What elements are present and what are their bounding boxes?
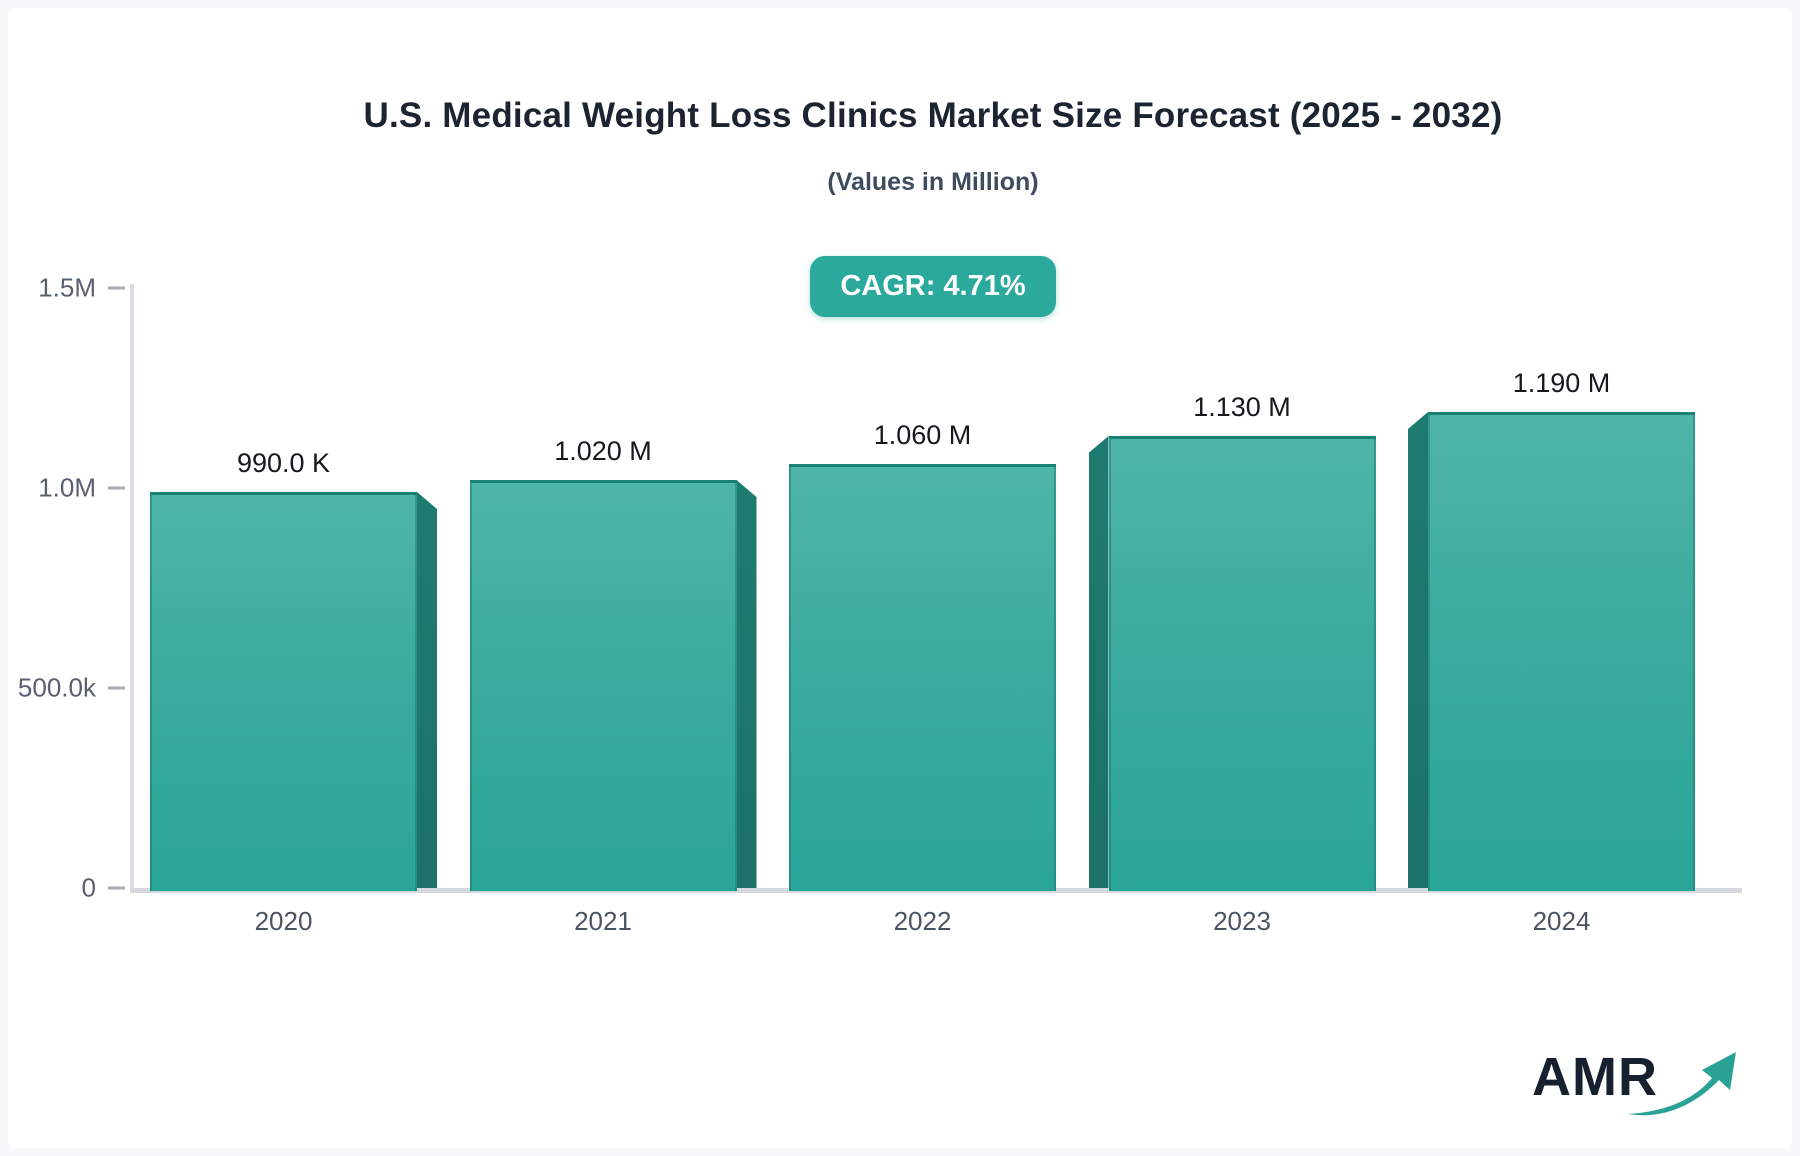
bar-chart: 1.5M 1.0M 500.0k 0 990.0 K 2020 1.020 M 2021 1.0… <box>8 8 1792 1148</box>
x-axis-category-label: 2024 <box>1532 906 1591 936</box>
y-axis-tick-mark <box>108 286 125 290</box>
bar-value-label: 990.0 K <box>236 448 331 478</box>
y-axis-tick-label: 0 <box>81 872 96 903</box>
y-axis-tick-mark <box>108 886 125 890</box>
bar-3d-side <box>417 492 437 888</box>
y-axis-line <box>130 284 134 893</box>
bar-value-label: 1.190 M <box>1512 368 1611 398</box>
bar-2021 <box>469 480 737 891</box>
bar-2024 <box>1428 412 1695 891</box>
bar-2023 <box>1108 436 1376 891</box>
chart-subtitle: (Values in Million) <box>827 168 1039 196</box>
bar-value-label: 1.020 M <box>554 436 652 466</box>
y-axis-tick-mark <box>108 486 125 490</box>
y-axis-tick-label: 500.0k <box>17 672 96 703</box>
growth-arrow-icon <box>1628 1052 1736 1116</box>
x-axis-category-label: 2020 <box>254 906 313 936</box>
cagr-badge-wrap: CAGR: 4.71% <box>130 256 1736 317</box>
bar-2020 <box>150 492 417 891</box>
chart-card: U.S. Medical Weight Loss Clinics Market … <box>8 8 1792 1148</box>
bar-3d-side <box>736 480 757 888</box>
x-axis-category-label: 2021 <box>574 906 632 936</box>
x-axis-category-label: 2022 <box>893 906 952 936</box>
amr-logo-text: AMR <box>1532 1047 1658 1107</box>
chart-title: U.S. Medical Weight Loss Clinics Market … <box>363 96 1503 135</box>
y-axis-tick-label: 1.0M <box>38 472 96 503</box>
x-axis-category-label: 2023 <box>1213 906 1271 936</box>
amr-logo: AMR <box>1532 1036 1762 1126</box>
cagr-badge: CAGR: 4.71% <box>810 256 1056 317</box>
bar-3d-side <box>1408 412 1428 888</box>
bar-3d-side <box>1088 436 1109 888</box>
bar-value-label: 1.130 M <box>1193 392 1291 422</box>
bar-value-label: 1.060 M <box>873 420 972 450</box>
y-axis-tick-mark <box>108 686 125 690</box>
y-axis-tick-label: 1.5M <box>38 272 96 303</box>
bar-2022 <box>789 464 1056 891</box>
